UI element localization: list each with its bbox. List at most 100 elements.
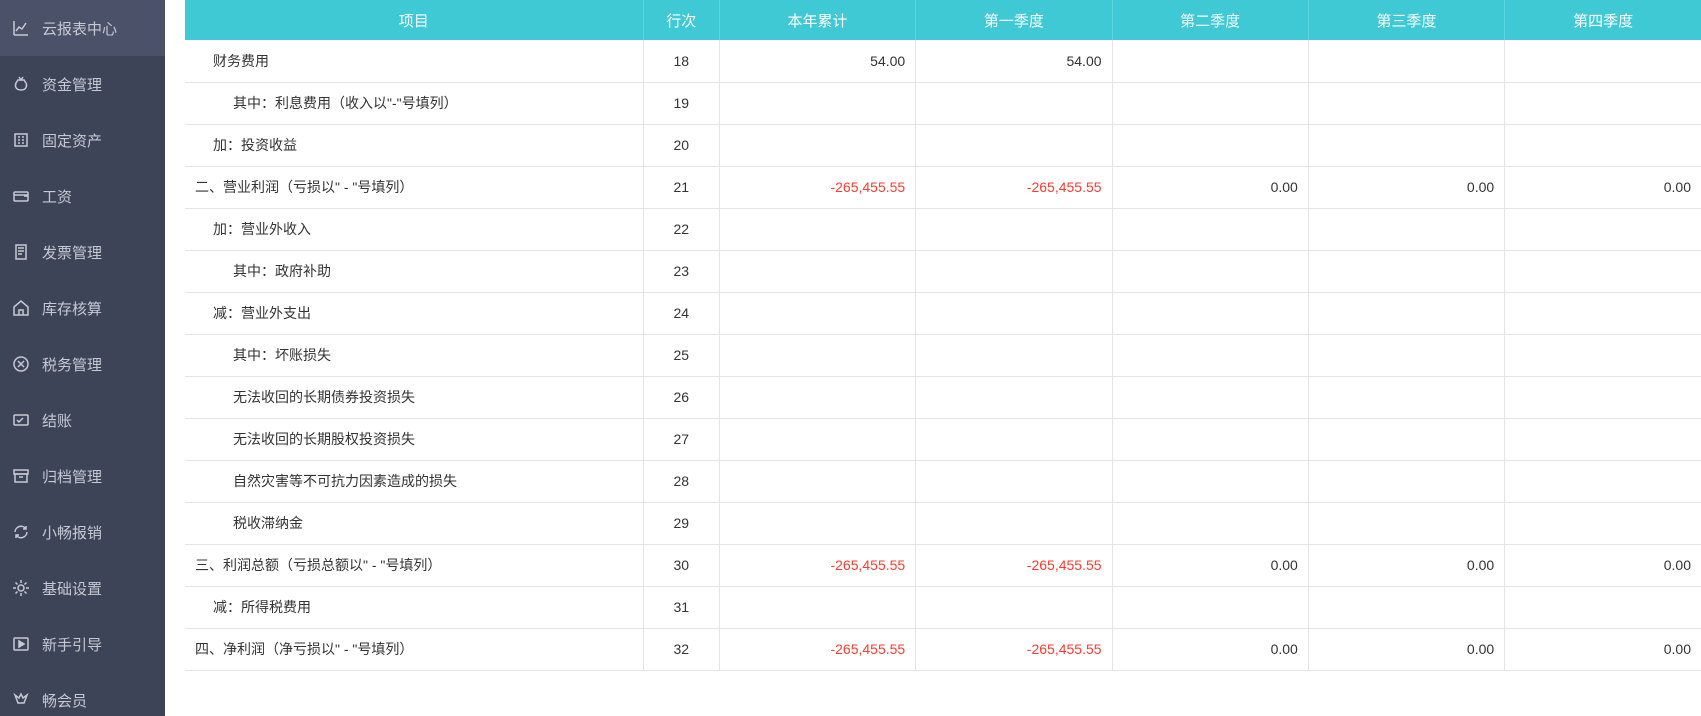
sidebar-item-chart-line[interactable]: 云报表中心 [0,0,165,56]
cell-q4[interactable] [1505,334,1701,376]
cell-q2[interactable] [1112,502,1308,544]
cell-q2[interactable] [1112,40,1308,82]
cell-ytd[interactable] [719,376,915,418]
cell-q2[interactable] [1112,250,1308,292]
cell-q1[interactable]: 54.00 [916,40,1112,82]
sidebar-item-money-bag[interactable]: 资金管理 [0,56,165,112]
cell-q1[interactable]: -265,455.55 [916,544,1112,586]
cell-q2[interactable] [1112,208,1308,250]
cell-ytd[interactable]: -265,455.55 [719,628,915,670]
cell-q3[interactable] [1308,82,1504,124]
sidebar-item-play[interactable]: 新手引导 [0,616,165,672]
cell-q3[interactable] [1308,208,1504,250]
cell-q2[interactable] [1112,124,1308,166]
sidebar-item-label: 税务管理 [42,354,102,375]
cell-q2[interactable] [1112,292,1308,334]
cell-q3[interactable] [1308,292,1504,334]
cell-q3[interactable]: 0.00 [1308,166,1504,208]
wallet-icon [12,187,30,205]
cell-q2[interactable] [1112,82,1308,124]
cell-q1[interactable] [916,376,1112,418]
sidebar-item-reload[interactable]: 小畅报销 [0,504,165,560]
cell-q4[interactable] [1505,40,1701,82]
cell-q1[interactable] [916,586,1112,628]
cell-q1[interactable] [916,460,1112,502]
cell-q1[interactable]: -265,455.55 [916,628,1112,670]
cell-q2[interactable] [1112,460,1308,502]
app-root: 云报表中心资金管理固定资产工资发票管理库存核算税务管理结账归档管理小畅报销基础设… [0,0,1701,716]
cell-q1[interactable]: -265,455.55 [916,166,1112,208]
sidebar-item-receipt[interactable]: 发票管理 [0,224,165,280]
cell-q2[interactable]: 0.00 [1112,628,1308,670]
cell-ytd[interactable] [719,208,915,250]
cell-ytd[interactable] [719,292,915,334]
cell-line: 27 [643,418,719,460]
cell-q2[interactable] [1112,418,1308,460]
cell-q3[interactable] [1308,124,1504,166]
cell-q4[interactable]: 0.00 [1505,166,1701,208]
reload-icon [12,523,30,541]
cell-q1[interactable] [916,334,1112,376]
cell-q1[interactable] [916,292,1112,334]
cell-ytd[interactable]: -265,455.55 [719,544,915,586]
sidebar-item-vip[interactable]: 畅会员 [0,672,165,716]
cell-q4[interactable]: 0.00 [1505,628,1701,670]
cell-q4[interactable] [1505,292,1701,334]
cell-q2[interactable] [1112,586,1308,628]
cell-q1[interactable] [916,82,1112,124]
cell-q3[interactable]: 0.00 [1308,628,1504,670]
cell-q4[interactable] [1505,502,1701,544]
cell-q1[interactable] [916,418,1112,460]
col-header-q4: 第四季度 [1505,0,1701,40]
cell-q4[interactable] [1505,418,1701,460]
sidebar-item-checkbook[interactable]: 结账 [0,392,165,448]
sidebar-item-tax[interactable]: 税务管理 [0,336,165,392]
cell-q4[interactable] [1505,586,1701,628]
cell-q1[interactable] [916,124,1112,166]
cell-q2[interactable] [1112,334,1308,376]
sidebar-item-label: 工资 [42,186,72,207]
cell-q4[interactable] [1505,82,1701,124]
cell-q1[interactable] [916,502,1112,544]
sidebar-item-building[interactable]: 固定资产 [0,112,165,168]
sidebar-item-archive[interactable]: 归档管理 [0,448,165,504]
cell-ytd[interactable] [719,334,915,376]
cell-ytd[interactable] [719,250,915,292]
sidebar-item-gear[interactable]: 基础设置 [0,560,165,616]
cell-q4[interactable] [1505,250,1701,292]
cell-q3[interactable] [1308,460,1504,502]
cell-ytd[interactable]: 54.00 [719,40,915,82]
cell-ytd[interactable] [719,502,915,544]
cell-q1[interactable] [916,250,1112,292]
cell-ytd[interactable] [719,460,915,502]
cell-q3[interactable]: 0.00 [1308,544,1504,586]
cell-q3[interactable] [1308,40,1504,82]
cell-q3[interactable] [1308,586,1504,628]
cell-q3[interactable] [1308,502,1504,544]
cell-q3[interactable] [1308,334,1504,376]
cell-ytd[interactable] [719,418,915,460]
cell-q3[interactable] [1308,376,1504,418]
cell-q1[interactable] [916,208,1112,250]
cell-q3[interactable] [1308,418,1504,460]
cell-ytd[interactable]: -265,455.55 [719,166,915,208]
building-icon [12,131,30,149]
cell-q2[interactable]: 0.00 [1112,544,1308,586]
table-scroll-container[interactable]: 项目行次本年累计第一季度第二季度第三季度第四季度 财务费用1854.0054.0… [185,0,1701,716]
cell-q4[interactable] [1505,208,1701,250]
table-row: 财务费用1854.0054.00 [185,40,1701,82]
cell-ytd[interactable] [719,586,915,628]
cell-q3[interactable] [1308,250,1504,292]
cell-ytd[interactable] [719,124,915,166]
cell-q4[interactable] [1505,376,1701,418]
cell-q2[interactable]: 0.00 [1112,166,1308,208]
cell-ytd[interactable] [719,82,915,124]
cell-q4[interactable]: 0.00 [1505,544,1701,586]
cell-line: 30 [643,544,719,586]
cell-q4[interactable] [1505,124,1701,166]
sidebar-item-home[interactable]: 库存核算 [0,280,165,336]
sidebar-item-label: 基础设置 [42,578,102,599]
sidebar-item-wallet[interactable]: 工资 [0,168,165,224]
cell-q4[interactable] [1505,460,1701,502]
cell-q2[interactable] [1112,376,1308,418]
